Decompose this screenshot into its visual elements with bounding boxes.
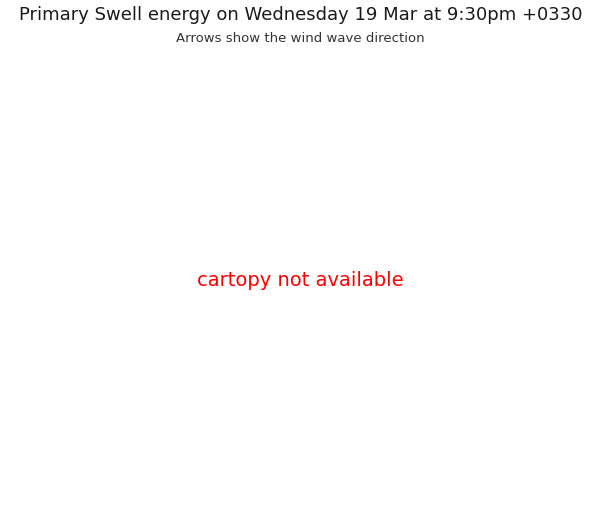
Text: Primary Swell energy on Wednesday 19 Mar at 9:30pm +0330: Primary Swell energy on Wednesday 19 Mar…: [19, 6, 582, 24]
Text: Arrows show the wind wave direction: Arrows show the wind wave direction: [176, 33, 425, 45]
Text: cartopy not available: cartopy not available: [197, 270, 404, 289]
